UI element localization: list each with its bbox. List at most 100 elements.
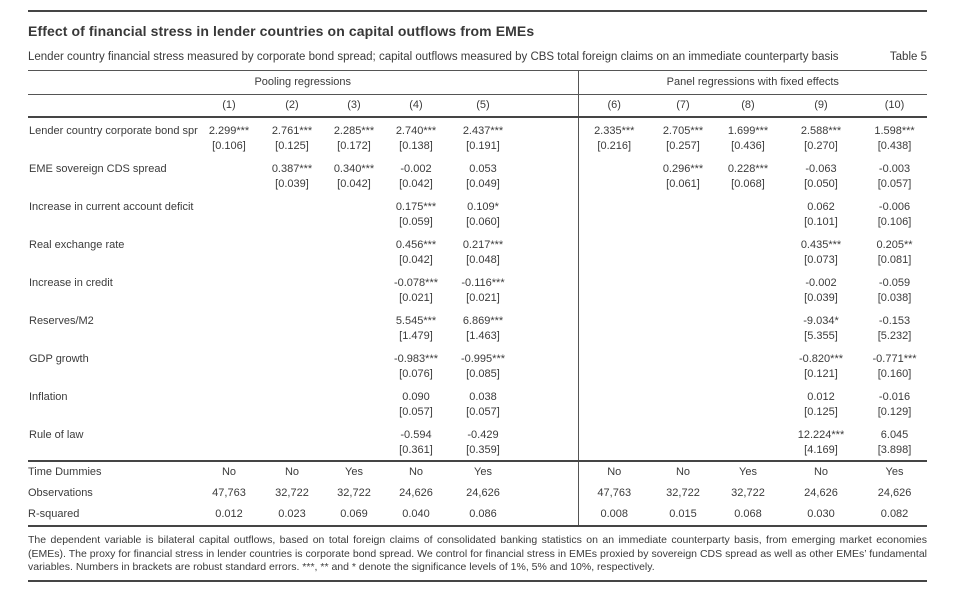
se-value bbox=[198, 215, 260, 232]
summary-value: No bbox=[675, 466, 691, 478]
coef-value bbox=[324, 346, 384, 367]
table-row: Rule of law -0.594 -0.429 12.224*** 6.045 bbox=[28, 422, 927, 443]
summary-label: R-squared bbox=[28, 508, 80, 520]
coef-value bbox=[650, 346, 716, 367]
coef-value: 2.335*** bbox=[577, 117, 650, 139]
se-value bbox=[716, 367, 780, 384]
coef-value: 6.045 bbox=[880, 429, 909, 441]
column-header: (3) bbox=[324, 94, 384, 118]
coef-value: 1.598*** bbox=[874, 125, 915, 137]
coef-value bbox=[716, 194, 780, 215]
se-value: [0.050] bbox=[804, 178, 838, 190]
se-value: [0.021] bbox=[466, 292, 500, 304]
se-value: [0.049] bbox=[466, 178, 500, 190]
paper-page: Effect of financial stress in lender cou… bbox=[0, 10, 955, 582]
coef-value bbox=[260, 194, 324, 215]
se-value: [0.160] bbox=[877, 368, 912, 380]
summary-value: 32,722 bbox=[337, 487, 371, 499]
column-header: (9) bbox=[780, 94, 862, 118]
coef-value bbox=[324, 422, 384, 443]
column-gap bbox=[518, 156, 578, 177]
column-gap bbox=[518, 215, 578, 232]
summary-value: Yes bbox=[474, 466, 492, 478]
table-row: Lender country corporate bond spread 2.29… bbox=[28, 117, 927, 139]
summary-value: No bbox=[221, 466, 237, 478]
top-rule bbox=[28, 10, 927, 12]
summary-row: R-squared 0.012 0.023 0.069 0.040 0.086 0.008 0… bbox=[28, 504, 927, 526]
se-value bbox=[324, 253, 384, 270]
table-row-se: [0.361] [0.359] [4.169] [3.898] bbox=[28, 443, 927, 461]
coef-value: 0.053 bbox=[469, 163, 497, 175]
coef-value: -0.153 bbox=[878, 315, 911, 327]
summary-value: Yes bbox=[345, 466, 363, 478]
table-row: Increase in current account deficit 0.175… bbox=[28, 194, 927, 215]
coef-value: -0.995*** bbox=[460, 353, 506, 365]
coef-value: -0.006 bbox=[878, 201, 911, 213]
summary-value: 47,763 bbox=[577, 483, 650, 504]
coef-value: 12.224*** bbox=[797, 429, 845, 441]
coef-value: 2.705*** bbox=[662, 125, 704, 137]
coef-value bbox=[260, 384, 324, 405]
se-value: [0.172] bbox=[337, 140, 371, 152]
coef-value: 2.740*** bbox=[395, 125, 437, 137]
coef-value: -0.078*** bbox=[393, 277, 439, 289]
se-value: [0.436] bbox=[731, 140, 765, 152]
coef-value bbox=[577, 194, 650, 215]
coef-value: 5.545*** bbox=[395, 315, 437, 327]
coef-value: 0.296*** bbox=[662, 163, 704, 175]
coef-value bbox=[716, 346, 780, 367]
se-value: [0.076] bbox=[399, 368, 433, 380]
se-value: [0.216] bbox=[577, 139, 650, 156]
coef-value: 0.387*** bbox=[271, 163, 313, 175]
summary-value: No bbox=[408, 466, 424, 478]
table-row-se: [0.039] [0.042] [0.042] [0.049] [0.061] [0.06… bbox=[28, 177, 927, 194]
se-value bbox=[260, 367, 324, 384]
table-row-se: [0.059] [0.060] [0.101] [0.106] bbox=[28, 215, 927, 232]
se-value bbox=[577, 405, 650, 422]
se-value: [0.061] bbox=[666, 178, 700, 190]
se-value bbox=[324, 405, 384, 422]
table-row: EME sovereign CDS spread 0.387*** 0.340***… bbox=[28, 156, 927, 177]
se-value bbox=[324, 367, 384, 384]
se-value: [3.898] bbox=[877, 444, 912, 456]
se-value: [1.479] bbox=[399, 330, 433, 342]
table-row: Reserves/M2 5.545*** 6.869*** -9.034* -0.153 bbox=[28, 308, 927, 329]
se-value bbox=[260, 215, 324, 232]
column-gap bbox=[518, 384, 578, 405]
coef-value bbox=[198, 384, 260, 405]
se-value bbox=[577, 177, 650, 194]
table-row-se: [0.076] [0.085] [0.121] [0.160] bbox=[28, 367, 927, 384]
se-value: [0.042] bbox=[399, 254, 433, 266]
se-value: [0.101] bbox=[804, 216, 838, 228]
se-value: [0.048] bbox=[466, 254, 500, 266]
column-gap bbox=[518, 270, 578, 291]
se-value: [5.355] bbox=[804, 330, 838, 342]
table-row-se: [0.106] [0.125] [0.172] [0.138] [0.191] [0.21… bbox=[28, 139, 927, 156]
coef-value bbox=[198, 422, 260, 443]
coef-value: 0.090 bbox=[402, 391, 430, 403]
column-header: (5) bbox=[448, 94, 518, 118]
coef-value bbox=[324, 308, 384, 329]
coef-value bbox=[324, 384, 384, 405]
table-row: GDP growth -0.983*** -0.995*** -0.820*** -0.… bbox=[28, 346, 927, 367]
coef-value bbox=[260, 346, 324, 367]
column-label-spacer bbox=[28, 94, 198, 118]
coef-value bbox=[198, 308, 260, 329]
column-gap bbox=[518, 504, 578, 526]
table-subtitle-row: Lender country financial stress measured… bbox=[28, 51, 927, 63]
row-label-spacer bbox=[28, 329, 198, 346]
se-value: [0.361] bbox=[399, 444, 433, 456]
se-value bbox=[260, 329, 324, 346]
summary-value: 47,763 bbox=[212, 487, 246, 499]
se-value bbox=[650, 291, 716, 308]
coef-value: 0.435*** bbox=[800, 239, 842, 251]
column-gap bbox=[518, 483, 578, 504]
coef-value bbox=[198, 346, 260, 367]
table-row-se: [0.057] [0.057] [0.125] [0.129] bbox=[28, 405, 927, 422]
se-value bbox=[577, 443, 650, 461]
se-value: [0.039] bbox=[275, 178, 309, 190]
group-header-row: Pooling regressions Panel regressions wi… bbox=[28, 70, 928, 95]
summary-value: 0.008 bbox=[577, 504, 650, 526]
coef-value bbox=[716, 308, 780, 329]
se-value: [0.106] bbox=[877, 216, 912, 228]
